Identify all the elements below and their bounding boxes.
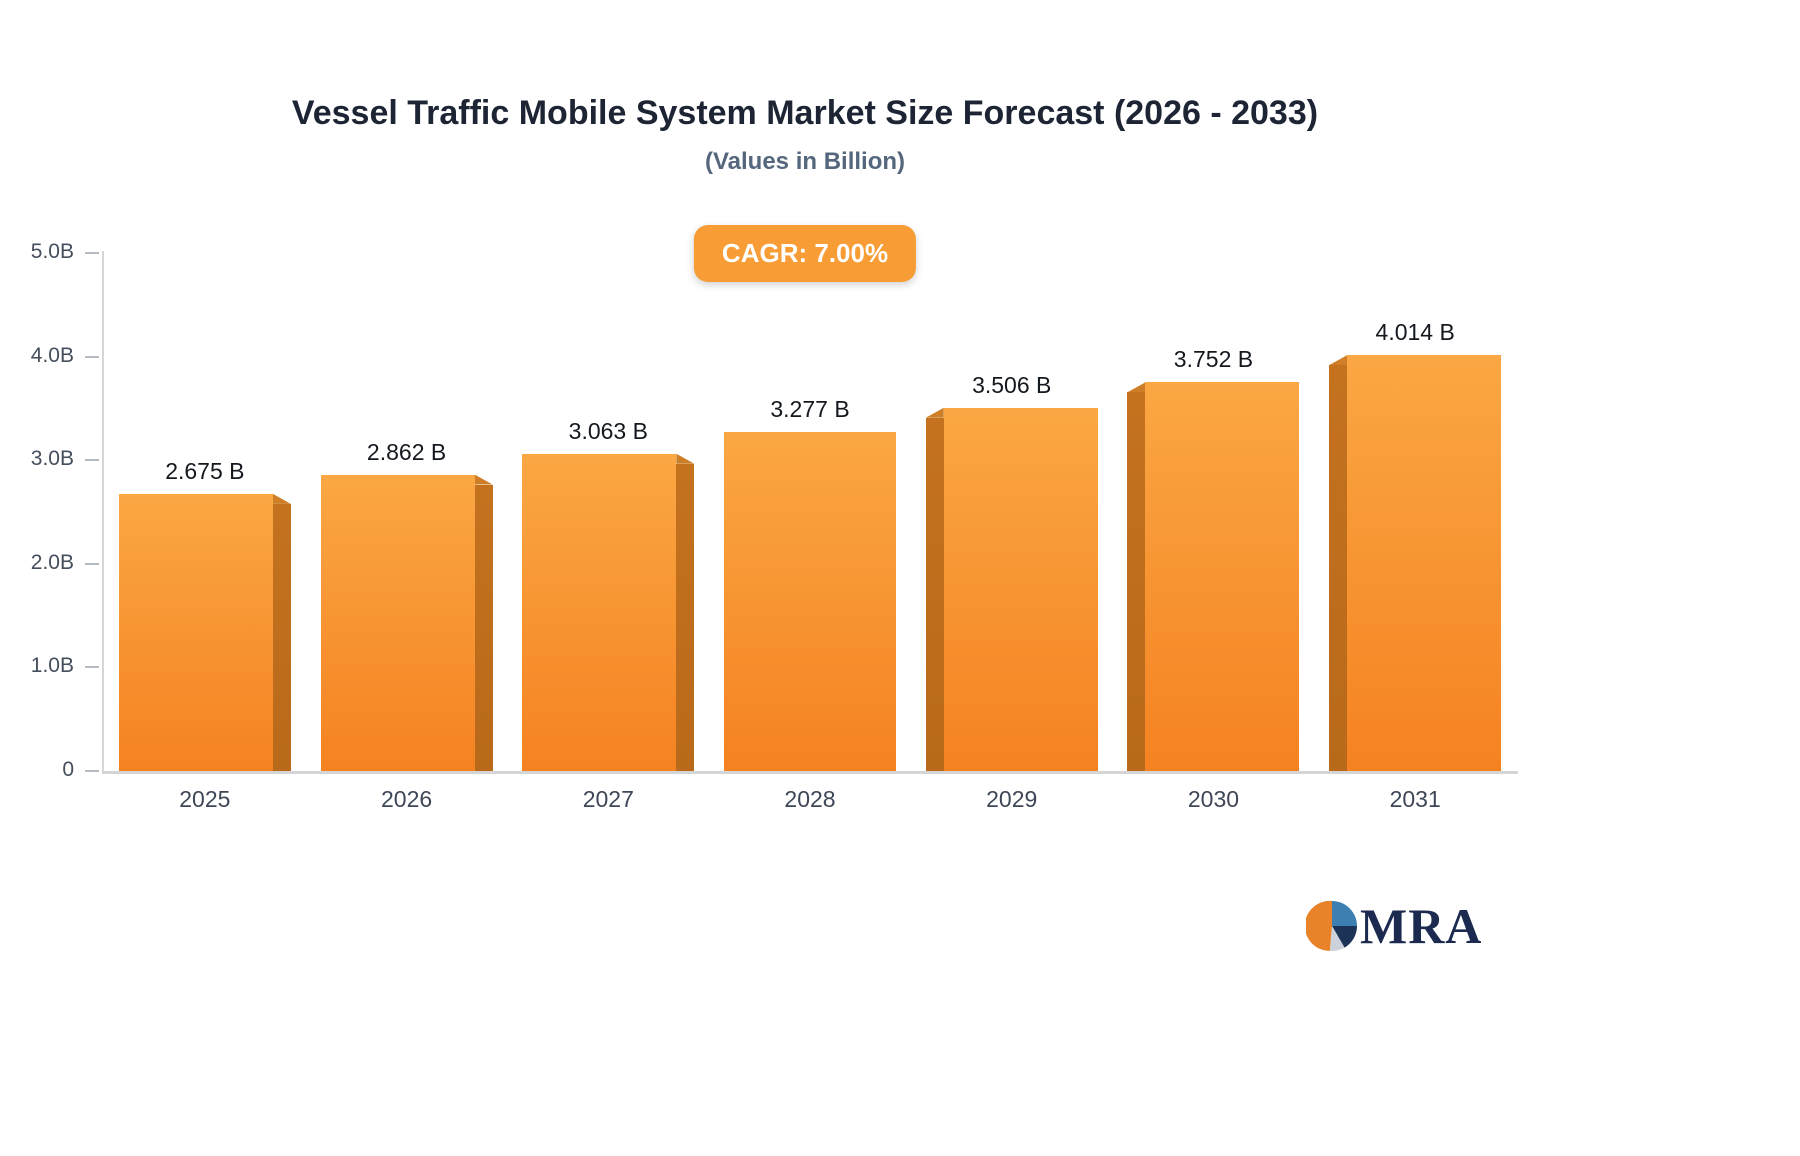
cagr-badge: CAGR: 7.00% bbox=[693, 225, 917, 282]
bar-side-shade bbox=[1127, 392, 1146, 771]
y-tick-mark bbox=[85, 562, 99, 565]
x-axis-label: 2027 bbox=[582, 786, 634, 812]
mra-logo: MRA bbox=[1306, 900, 1482, 952]
x-axis-label: 2029 bbox=[986, 786, 1038, 812]
x-axis-label: 2025 bbox=[179, 786, 231, 812]
bar-slot: 3.277 B 2028 bbox=[709, 253, 911, 812]
bar-top-slant bbox=[1329, 355, 1348, 366]
mra-logo-icon bbox=[1306, 900, 1357, 951]
bar-face bbox=[724, 431, 897, 771]
value-label: 3.752 B bbox=[1173, 346, 1254, 373]
bar-face bbox=[1145, 382, 1300, 771]
bar-2031: 4.014 B bbox=[1329, 319, 1502, 771]
bar-face bbox=[320, 474, 475, 771]
bar-top-slant bbox=[1127, 382, 1146, 393]
bar-slot: 3.506 B 2029 bbox=[911, 253, 1113, 812]
x-axis-label: 2030 bbox=[1187, 786, 1240, 812]
bar-slot: 4.014 B 2031 bbox=[1314, 253, 1516, 812]
y-tick-label: 5.0B bbox=[30, 240, 74, 263]
value-label: 3.506 B bbox=[972, 371, 1052, 398]
bar-face bbox=[118, 493, 273, 771]
bar-side-shade bbox=[676, 463, 695, 771]
value-label: 4.014 B bbox=[1375, 319, 1455, 346]
bar-slot: 3.752 B 2030 bbox=[1113, 253, 1315, 812]
bar-face bbox=[943, 407, 1098, 771]
x-axis-label: 2031 bbox=[1389, 786, 1441, 812]
value-label: 3.063 B bbox=[568, 417, 648, 444]
y-tick-label: 1.0B bbox=[30, 654, 74, 678]
y-tick-label: 4.0B bbox=[30, 343, 74, 367]
y-axis-line bbox=[102, 251, 104, 774]
y-tick-mark bbox=[85, 770, 99, 772]
bar-2025: 2.675 B bbox=[118, 458, 291, 771]
bar-top-slant bbox=[272, 493, 291, 504]
bar-2026: 2.862 B bbox=[320, 439, 493, 771]
bar-2029: 3.506 B bbox=[925, 372, 1098, 771]
value-label: 2.862 B bbox=[366, 438, 447, 465]
plot-area: 2.675 B 2025 2.862 B 2026 3.063 B 2027 3.277 B… bbox=[104, 253, 1516, 812]
y-tick-label: 2.0B bbox=[30, 550, 74, 574]
bar-face bbox=[1347, 355, 1502, 771]
bar-side-shade bbox=[272, 503, 291, 771]
value-label: 2.675 B bbox=[165, 457, 245, 484]
bar-side-shade bbox=[925, 417, 944, 771]
bar-top-slant bbox=[474, 474, 493, 485]
y-tick-label: 3.0B bbox=[30, 447, 74, 471]
bar-slot: 2.862 B 2026 bbox=[306, 253, 508, 812]
x-axis-line bbox=[102, 771, 1518, 774]
bar-slot: 2.675 B 2025 bbox=[104, 253, 306, 812]
bar-side-shade bbox=[1329, 365, 1348, 771]
bar-slot: 3.063 B 2027 bbox=[507, 253, 709, 812]
chart-title: Vessel Traffic Mobile System Market Size… bbox=[291, 94, 1319, 132]
y-tick-mark bbox=[85, 252, 99, 254]
x-axis-label: 2026 bbox=[380, 786, 433, 812]
bar-2030: 3.752 B bbox=[1127, 346, 1300, 771]
mra-logo-text: MRA bbox=[1360, 898, 1483, 954]
y-tick-mark bbox=[85, 355, 99, 358]
bar-top-slant bbox=[925, 407, 944, 418]
y-tick-label: 0 bbox=[62, 758, 74, 781]
bar-face bbox=[522, 453, 677, 771]
y-tick-mark bbox=[85, 666, 99, 669]
chart-subtitle: (Values in Billion) bbox=[704, 148, 906, 175]
bar-side-shade bbox=[474, 484, 493, 771]
bar-2027: 3.063 B bbox=[522, 418, 695, 771]
value-label: 3.277 B bbox=[770, 395, 850, 422]
x-axis-label: 2028 bbox=[784, 786, 836, 812]
bar-2028: 3.277 B bbox=[724, 396, 897, 771]
y-tick-mark bbox=[85, 459, 99, 462]
bar-top-slant bbox=[676, 453, 695, 464]
